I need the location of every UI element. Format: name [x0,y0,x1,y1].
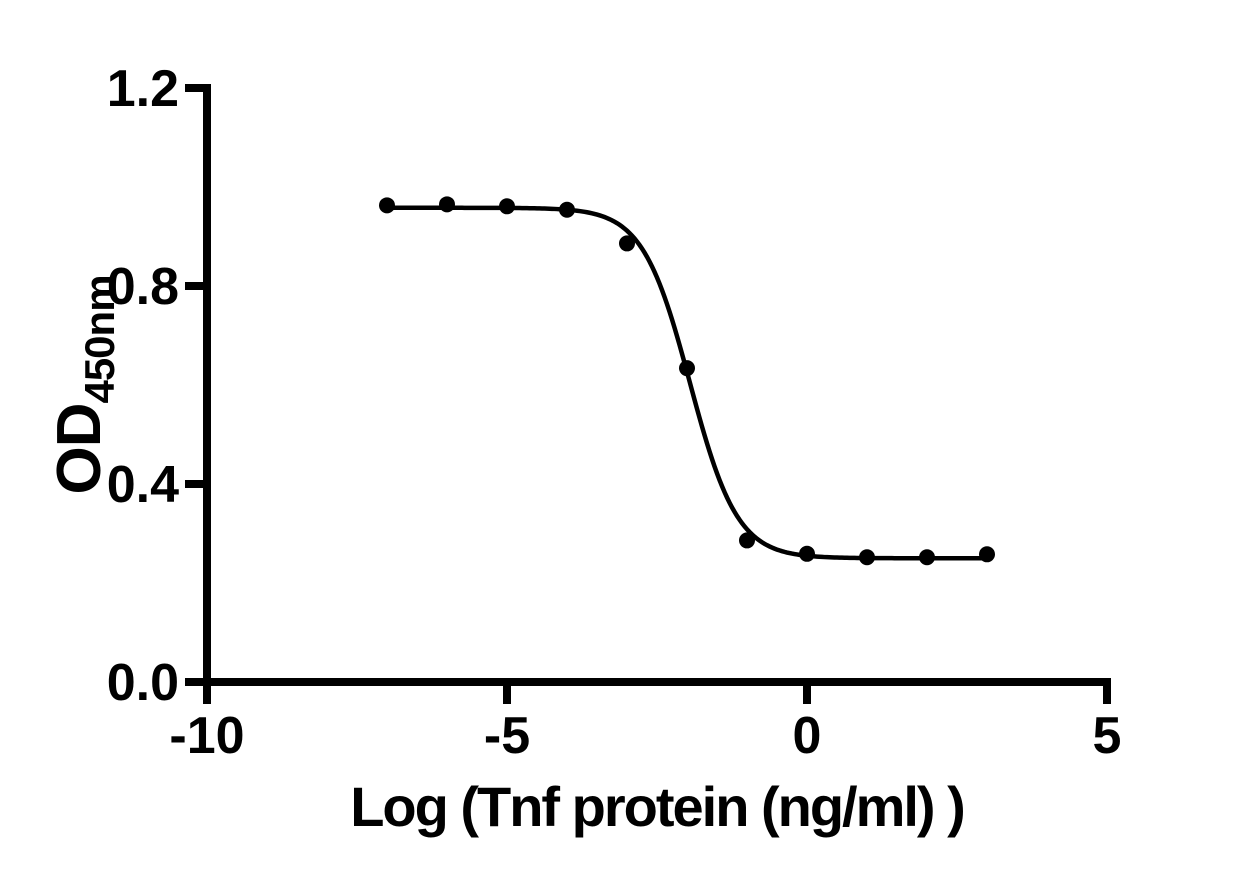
data-point-marker [979,546,995,563]
data-point-marker [559,201,575,218]
x-axis: -10 -5 0 5 [169,678,1122,765]
data-points [379,196,995,566]
y-tick-label: 0.0 [107,654,179,712]
data-point-marker [619,235,635,252]
y-axis: 0.0 0.4 0.8 1.2 [107,60,211,712]
y-axis-title-subscript: 450nm [76,275,123,403]
data-point-marker [499,198,515,215]
data-point-marker [439,196,455,213]
fit-curve [384,205,990,561]
data-point-marker [379,197,395,214]
y-tick-label: 0.4 [107,456,179,514]
data-point-marker [859,549,875,566]
fit-curve-path [384,205,990,561]
y-axis-title: OD450nm [45,275,123,494]
data-point-marker [679,360,695,377]
x-tick-label: 5 [1093,707,1122,765]
x-tick-label: -5 [484,707,530,765]
x-tick-label: -10 [169,707,244,765]
x-tick-label: 0 [793,707,822,765]
data-point-marker [739,532,755,549]
data-point-marker [919,549,935,566]
data-point-marker [799,545,815,562]
y-axis-title-main: OD [45,404,114,495]
x-axis-title: Log (Tnf protein (ng/ml) ) [350,775,964,838]
y-tick-label: 0.8 [107,258,179,316]
y-tick-label: 1.2 [107,60,179,118]
